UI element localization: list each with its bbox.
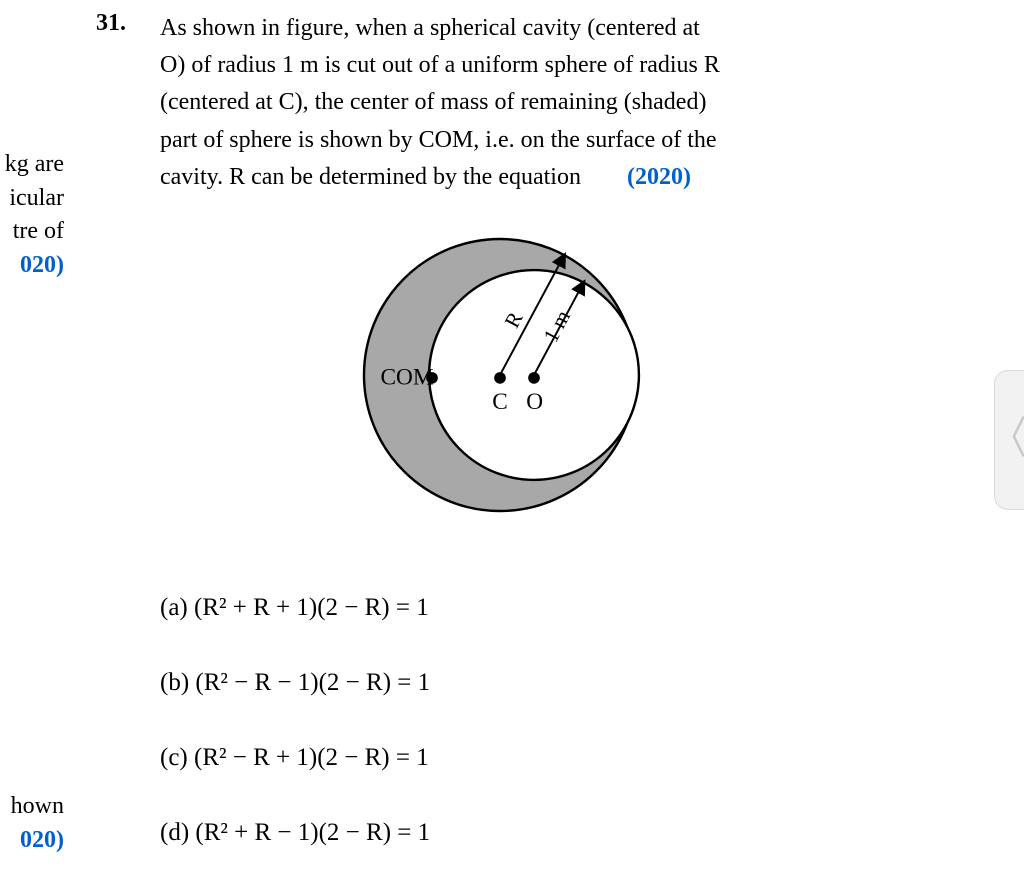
option-d: (d) (R² + R − 1)(2 − R) = 1 <box>160 795 430 870</box>
question-year: (2020) <box>627 164 691 190</box>
com-point <box>426 372 438 384</box>
question-line: cavity. R can be determined by the equat… <box>160 164 581 190</box>
left-cutoff-fragments: kg are icular tre of 020) <box>0 148 64 282</box>
cutoff-line: 020) <box>0 824 64 858</box>
question-text: As shown in figure, when a spherical cav… <box>160 10 720 196</box>
next-page-tab[interactable]: 〈 <box>994 370 1024 510</box>
left-cutoff-fragments-2: hown 020) <box>0 790 64 857</box>
cutoff-line: hown <box>0 790 64 824</box>
c-label: C <box>492 389 508 415</box>
cutoff-line: tre of <box>0 215 64 249</box>
cutoff-line: icular <box>0 182 64 216</box>
chevron-left-icon: 〈 <box>993 418 1024 462</box>
options-list: (a) (R² + R + 1)(2 − R) = 1 (b) (R² − R … <box>160 570 430 870</box>
question-line: O) of radius 1 m is cut out of a uniform… <box>160 52 720 78</box>
figure-sphere-cavity: COM C O R 1 m <box>330 215 670 535</box>
option-b: (b) (R² − R − 1)(2 − R) = 1 <box>160 645 430 720</box>
o-label: O <box>526 389 543 415</box>
cutoff-line: 020) <box>0 249 64 283</box>
option-a: (a) (R² + R + 1)(2 − R) = 1 <box>160 570 430 645</box>
question-line: (centered at C), the center of mass of r… <box>160 89 706 115</box>
question-line: As shown in figure, when a spherical cav… <box>160 15 700 41</box>
question-line: part of sphere is shown by COM, i.e. on … <box>160 127 717 153</box>
cutoff-line: kg are <box>0 148 64 182</box>
com-label: COM <box>381 365 434 391</box>
option-c: (c) (R² − R + 1)(2 − R) = 1 <box>160 720 430 795</box>
question-number: 31. <box>96 10 126 37</box>
